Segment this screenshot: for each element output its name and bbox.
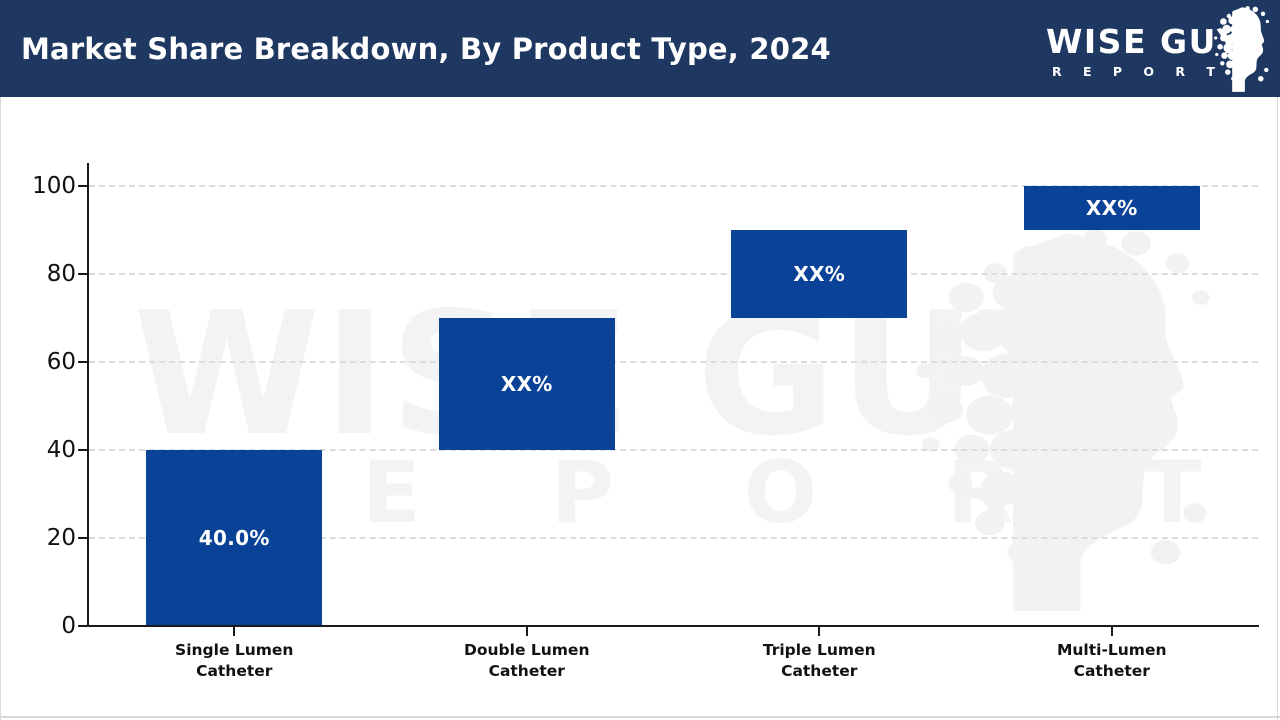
y-axis-tick-label: 40 xyxy=(46,437,76,463)
watermark-wordmark: WISE GUY xyxy=(133,276,1107,474)
frame-bottom-border xyxy=(0,716,1280,718)
x-axis-tick-mark xyxy=(525,627,528,636)
gridline xyxy=(89,537,1258,539)
bar-segment: XX% xyxy=(1023,186,1200,230)
frame-left-border xyxy=(0,97,1,720)
logo-head-profile-icon xyxy=(1214,6,1270,92)
bar-segment: 40.0% xyxy=(146,450,323,626)
x-axis-tick-mark xyxy=(818,627,821,636)
gridline xyxy=(89,273,1258,275)
chart-plot-area: 0 20 40 60 80 100 40.0% Single Lumen Catheter XX… xyxy=(0,97,1280,720)
bar-value-label: XX% xyxy=(1085,196,1138,220)
y-axis-tick-label: 80 xyxy=(46,261,76,287)
logo-subtitle: R E P O R T S xyxy=(1052,64,1254,79)
x-axis-tick-mark xyxy=(233,627,236,636)
bar-value-label: 40.0% xyxy=(198,526,270,550)
y-axis-tick-mark xyxy=(78,185,88,187)
y-axis-tick-mark xyxy=(78,449,88,451)
bar-segment: XX% xyxy=(438,318,615,450)
y-axis-line xyxy=(87,163,89,626)
bar-value-label: XX% xyxy=(793,262,846,286)
category-label: Multi-Lumen Catheter xyxy=(1056,641,1167,680)
frame-right-border xyxy=(1277,97,1278,720)
category-label: Triple Lumen Catheter xyxy=(762,641,876,680)
category-label: Double Lumen Catheter xyxy=(464,641,590,680)
gridline xyxy=(89,361,1258,363)
category-label: Single Lumen Catheter xyxy=(175,641,294,680)
wise-guy-logo: WISE GUY R E P O R T S xyxy=(1012,6,1270,92)
y-axis-tick-mark xyxy=(78,273,88,275)
y-axis-tick-label: 20 xyxy=(46,525,76,551)
logo-wordmark: WISE GUY xyxy=(1046,22,1243,61)
gridline xyxy=(89,449,1258,451)
page-title: Market Share Breakdown, By Product Type,… xyxy=(21,31,831,66)
y-axis-tick-label: 100 xyxy=(32,173,76,199)
y-axis-tick-mark xyxy=(78,625,88,627)
x-axis-tick-mark xyxy=(1110,627,1113,636)
y-axis-tick-mark xyxy=(78,361,88,363)
x-axis-line xyxy=(86,625,1259,627)
y-axis-tick-label: 0 xyxy=(61,613,76,639)
gridline xyxy=(89,185,1258,187)
bar-segment: XX% xyxy=(731,230,908,318)
y-axis-tick-label: 60 xyxy=(46,349,76,375)
bar-value-label: XX% xyxy=(500,372,553,396)
header-bar: Market Share Breakdown, By Product Type,… xyxy=(0,0,1280,97)
y-axis-tick-mark xyxy=(78,537,88,539)
